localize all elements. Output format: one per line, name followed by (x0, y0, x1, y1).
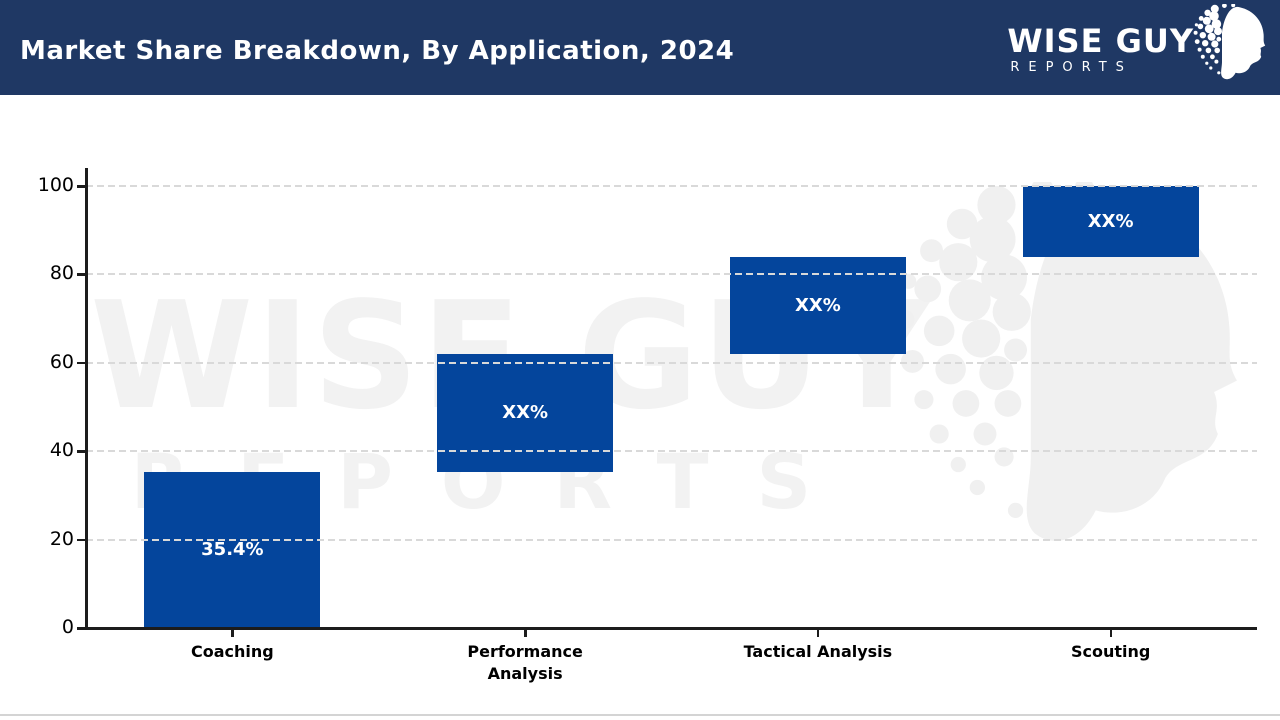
x-tick (816, 630, 820, 637)
y-tick-label: 100 (37, 174, 74, 196)
y-tick-label: 40 (49, 439, 74, 462)
chart-title: Market Share Breakdown, By Application, … (20, 36, 735, 66)
x-axis (85, 627, 1257, 630)
header-banner: Market Share Breakdown, By Application, … (0, 0, 1280, 95)
y-tick (77, 361, 85, 365)
bar-scouting: XX% (1022, 186, 1199, 257)
bar-coaching: 35.4% (144, 471, 321, 628)
category-label: Scouting (1070, 642, 1151, 661)
y-tick (77, 185, 85, 188)
bar-performance-analysis: XX% (437, 353, 614, 472)
x-tick (1109, 630, 1113, 637)
y-tick-label: 20 (49, 527, 74, 550)
category-label: Performance Analysis (467, 642, 583, 683)
bar-value-label: XX% (794, 294, 841, 316)
y-tick-label: 80 (49, 262, 74, 285)
y-tick (77, 627, 85, 630)
y-tick (77, 538, 85, 542)
y-tick (77, 450, 85, 453)
y-tick-label: 0 (61, 616, 74, 638)
category-label: Tactical Analysis (743, 642, 893, 661)
category-label: Coaching (191, 642, 274, 661)
bar-value-label: XX% (502, 402, 549, 424)
x-tick (524, 630, 527, 637)
y-axis (85, 168, 88, 630)
footer-divider (0, 714, 1280, 716)
y-tick (77, 273, 85, 276)
wiseguy-logo: WISE GUY REPORTS (1007, 4, 1270, 92)
wiseguy-head-icon (1193, 4, 1266, 80)
gridline-80 (86, 273, 1257, 276)
logo-text-block: WISE GUY REPORTS (1007, 25, 1194, 75)
x-tick (231, 630, 234, 637)
logo-name: WISE GUY (1007, 22, 1194, 60)
y-tick-label: 60 (49, 350, 74, 373)
gridline-40 (86, 450, 1257, 453)
gridline-20 (86, 538, 1257, 541)
bar-value-label: 35.4% (201, 539, 264, 561)
bar-value-label: XX% (1087, 210, 1134, 232)
bar-tactical-analysis: XX% (729, 256, 906, 354)
logo-subtitle: REPORTS (1010, 60, 1133, 75)
gridline-60 (86, 361, 1257, 364)
gridline-100 (86, 185, 1257, 187)
